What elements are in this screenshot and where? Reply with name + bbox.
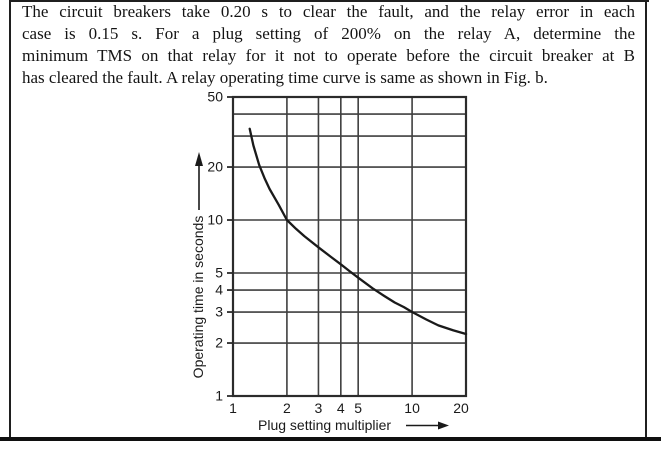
y-tick-label: 10 (207, 212, 223, 228)
y-tick-label: 4 (215, 282, 223, 298)
x-axis-title: Plug setting multiplier (258, 417, 391, 433)
problem-statement-line: The circuit breakers take 0.20 s to clea… (22, 2, 635, 21)
y-axis-title: Operating time in seconds (190, 216, 206, 379)
cell-border-right (645, 0, 647, 440)
x-tick-label: 3 (315, 400, 323, 416)
relay-operating-time-chart: 1 2 3 4 5 10 20 50 1 2 3 4 5 10 20 Operating time in se… (150, 89, 510, 446)
x-tick-label: 20 (453, 400, 469, 416)
y-tick-label: 50 (207, 90, 223, 105)
x-tick-label: 2 (283, 400, 291, 416)
x-tick-label: 4 (337, 400, 345, 416)
x-tick-label: 5 (354, 400, 362, 416)
bottom-rule (0, 437, 661, 441)
cell-border-left (9, 0, 11, 440)
problem-statement: The circuit breakers take 0.20 s to clea… (22, 1, 635, 89)
arrow-right-icon (438, 421, 449, 430)
plot-border (231, 95, 468, 398)
x-tick-label: 1 (229, 400, 237, 416)
y-tick-label: 5 (215, 264, 223, 280)
arrow-up-icon (195, 152, 203, 166)
problem-statement-line: case is 0.15 s. For a plug setting of 20… (22, 24, 635, 43)
y-tick-label: 2 (215, 335, 223, 351)
cell-border-top (9, 0, 649, 2)
relay-operating-curve (248, 127, 468, 336)
y-tick-label: 1 (215, 388, 223, 404)
x-tick-label: 10 (404, 400, 420, 416)
problem-statement-line: minimum TMS on that relay for it not to … (22, 46, 635, 65)
y-tick-label: 3 (215, 304, 223, 320)
problem-statement-line: has cleared the fault. A relay operating… (22, 68, 548, 87)
y-tick-label: 20 (207, 159, 223, 175)
